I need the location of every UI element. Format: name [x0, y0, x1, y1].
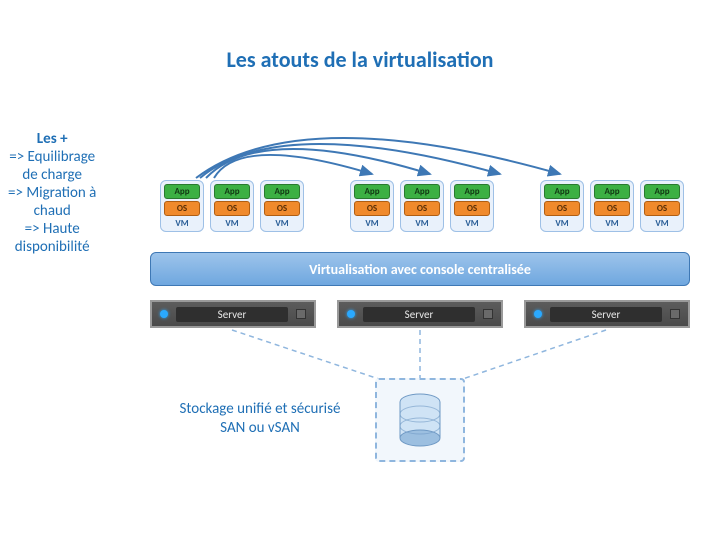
os-layer: OS	[264, 201, 300, 216]
storage-line1: Stockage unifié et sécurisé	[150, 400, 370, 419]
app-layer: App	[354, 184, 390, 199]
server-button-icon	[670, 309, 680, 319]
app-layer: App	[164, 184, 200, 199]
vm-box: App OS VM	[400, 180, 444, 232]
os-layer: OS	[404, 201, 440, 216]
vm-label: VM	[164, 218, 200, 230]
app-layer: App	[594, 184, 630, 199]
server-label: Server	[550, 307, 662, 322]
power-led-icon	[347, 310, 355, 318]
os-layer: OS	[454, 201, 490, 216]
os-layer: OS	[354, 201, 390, 216]
vm-box: App OS VM	[160, 180, 204, 232]
power-led-icon	[534, 310, 542, 318]
os-layer: OS	[544, 201, 580, 216]
slide-title: Les atouts de la virtualisation	[0, 46, 720, 73]
app-layer: App	[404, 184, 440, 199]
vm-group: App OS VM App OS VM App OS VM	[540, 180, 684, 232]
vm-label: VM	[644, 218, 680, 230]
benefits-line: de charge	[8, 166, 96, 184]
vm-group: App OS VM App OS VM App OS VM	[350, 180, 494, 232]
vm-label: VM	[594, 218, 630, 230]
vm-label: VM	[454, 218, 490, 230]
server-button-icon	[483, 309, 493, 319]
benefits-line: => Haute	[8, 220, 96, 238]
benefits-heading: Les +	[8, 130, 96, 148]
storage-caption: Stockage unifié et sécurisé SAN ou vSAN	[150, 400, 370, 438]
vm-box: App OS VM	[350, 180, 394, 232]
vm-label: VM	[214, 218, 250, 230]
benefits-line: chaud	[8, 202, 96, 220]
os-layer: OS	[644, 201, 680, 216]
hypervisor-label: Virtualisation avec console centralisée	[309, 261, 531, 278]
server-label: Server	[363, 307, 475, 322]
server-button-icon	[296, 309, 306, 319]
vm-box: App OS VM	[260, 180, 304, 232]
storage-cylinder-icon	[395, 392, 445, 448]
vm-box: App OS VM	[450, 180, 494, 232]
vm-label: VM	[544, 218, 580, 230]
storage-line2: SAN ou vSAN	[150, 419, 370, 438]
app-layer: App	[454, 184, 490, 199]
hypervisor-bar: Virtualisation avec console centralisée	[150, 252, 690, 286]
benefits-block: Les + => Equilibrage de charge => Migrat…	[8, 130, 96, 256]
os-layer: OS	[594, 201, 630, 216]
server-row: Server Server Server	[150, 300, 690, 328]
power-led-icon	[160, 310, 168, 318]
vm-box: App OS VM	[540, 180, 584, 232]
vm-label: VM	[404, 218, 440, 230]
benefits-line: => Migration à	[8, 184, 96, 202]
app-layer: App	[214, 184, 250, 199]
os-layer: OS	[214, 201, 250, 216]
server-box: Server	[337, 300, 503, 328]
vm-box: App OS VM	[210, 180, 254, 232]
vm-box: App OS VM	[640, 180, 684, 232]
server-label: Server	[176, 307, 288, 322]
benefits-line: disponibilité	[8, 238, 96, 256]
vm-label: VM	[354, 218, 390, 230]
app-layer: App	[264, 184, 300, 199]
vm-box: App OS VM	[590, 180, 634, 232]
app-layer: App	[644, 184, 680, 199]
benefits-line: => Equilibrage	[8, 148, 96, 166]
vm-group: App OS VM App OS VM App OS VM	[160, 180, 304, 232]
storage-box	[375, 378, 465, 462]
os-layer: OS	[164, 201, 200, 216]
server-box: Server	[524, 300, 690, 328]
app-layer: App	[544, 184, 580, 199]
server-box: Server	[150, 300, 316, 328]
vm-label: VM	[264, 218, 300, 230]
